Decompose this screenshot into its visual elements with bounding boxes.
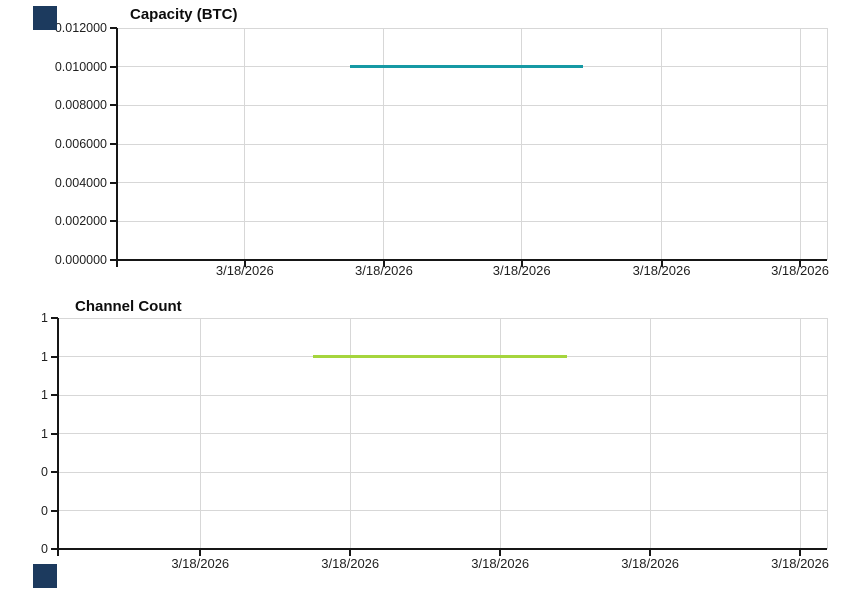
y-tick-label: 0.010000: [54, 59, 107, 74]
gridline-horizontal: [58, 433, 827, 434]
y-axis-line: [57, 318, 59, 550]
gridline-vertical: [244, 28, 246, 260]
y-tick-label: 0: [41, 465, 48, 479]
x-axis-tick: [799, 549, 802, 556]
y-tick-label: 0.008000: [54, 98, 107, 113]
y-tick-label: 0: [41, 503, 48, 518]
x-axis-tick: [199, 549, 202, 556]
x-tick-label: 3/18/2026: [171, 556, 230, 571]
y-axis-line: [116, 28, 118, 261]
gridline-horizontal: [117, 104, 827, 106]
gridline-horizontal: [117, 220, 827, 222]
plot-right-border: [826, 318, 828, 549]
x-tick-label: 3/18/2026: [771, 556, 829, 571]
gridline-vertical: [649, 318, 651, 549]
gridline-vertical: [521, 28, 523, 260]
x-tick-label: 3/18/2026: [215, 263, 274, 278]
capacity-chart-title: Capacity (BTC): [130, 6, 238, 23]
y-axis-tick: [51, 471, 58, 473]
gridline-vertical: [349, 318, 351, 549]
x-tick-label: 3/18/2026: [771, 263, 829, 278]
x-axis-origin-tick: [57, 549, 59, 556]
y-axis-tick: [110, 181, 117, 184]
x-tick-label: 3/18/2026: [621, 556, 680, 571]
gridline-vertical: [499, 318, 501, 549]
gridline-horizontal: [58, 510, 827, 511]
x-axis-tick: [660, 260, 663, 267]
y-tick-label: 0.002000: [54, 214, 107, 229]
gridline-vertical: [383, 28, 385, 260]
x-axis-line: [110, 259, 827, 261]
capacity-series-line[interactable]: [349, 65, 583, 69]
y-axis-tick: [110, 220, 117, 223]
plot-area-channel-count[interactable]: [58, 318, 827, 549]
x-tick-label: 3/18/2026: [321, 556, 380, 571]
gridline-vertical: [799, 28, 801, 260]
gridline-horizontal: [117, 27, 827, 29]
plot-right-border: [826, 28, 828, 260]
y-axis-tick: [51, 317, 58, 319]
gridline-vertical: [799, 318, 801, 549]
y-axis-tick: [110, 27, 117, 29]
x-tick-label: 3/18/2026: [632, 263, 691, 278]
x-tick-label: 3/18/2026: [355, 263, 413, 278]
y-axis-tick: [51, 509, 58, 512]
gridline-horizontal: [117, 143, 827, 145]
x-axis-line: [51, 548, 827, 550]
x-axis-tick: [499, 549, 502, 556]
y-axis-tick: [110, 65, 117, 68]
y-axis-tick: [51, 432, 58, 435]
plot-area-capacity[interactable]: [117, 28, 827, 260]
x-axis-origin-tick: [116, 260, 118, 267]
y-tick-label: 1: [41, 426, 48, 441]
y-tick-label: 0.004000: [54, 175, 107, 190]
gridline-horizontal: [58, 317, 827, 319]
y-tick-label: 0.012000: [54, 21, 107, 35]
y-axis-tick: [110, 104, 117, 107]
y-tick-label: 1: [41, 349, 48, 364]
gridline-horizontal: [58, 471, 827, 473]
gridline-vertical: [661, 28, 663, 260]
y-tick-label: 1: [41, 388, 48, 402]
corner-marker-bottom: [33, 564, 57, 588]
x-axis-tick: [799, 260, 802, 267]
x-axis-tick: [520, 260, 523, 267]
gridline-horizontal: [58, 394, 827, 396]
y-tick-label: 0.006000: [54, 137, 107, 151]
y-tick-label: 1: [41, 311, 48, 325]
corner-marker-top: [33, 6, 57, 30]
channel-count-chart-title: Channel Count: [75, 298, 182, 315]
y-tick-label: 0.000000: [54, 253, 107, 267]
y-axis-tick: [51, 355, 58, 358]
x-axis-tick: [349, 549, 352, 556]
channel-count-series-line[interactable]: [313, 355, 568, 358]
gridline-horizontal: [117, 182, 827, 184]
gridline-vertical: [199, 318, 201, 549]
y-axis-tick: [51, 394, 58, 396]
x-tick-label: 3/18/2026: [471, 556, 530, 571]
x-axis-tick: [382, 260, 385, 267]
y-tick-label: 0: [41, 542, 48, 556]
x-axis-tick: [243, 260, 246, 267]
y-axis-tick: [110, 143, 117, 145]
x-axis-tick: [649, 549, 652, 556]
x-tick-label: 3/18/2026: [492, 263, 551, 278]
